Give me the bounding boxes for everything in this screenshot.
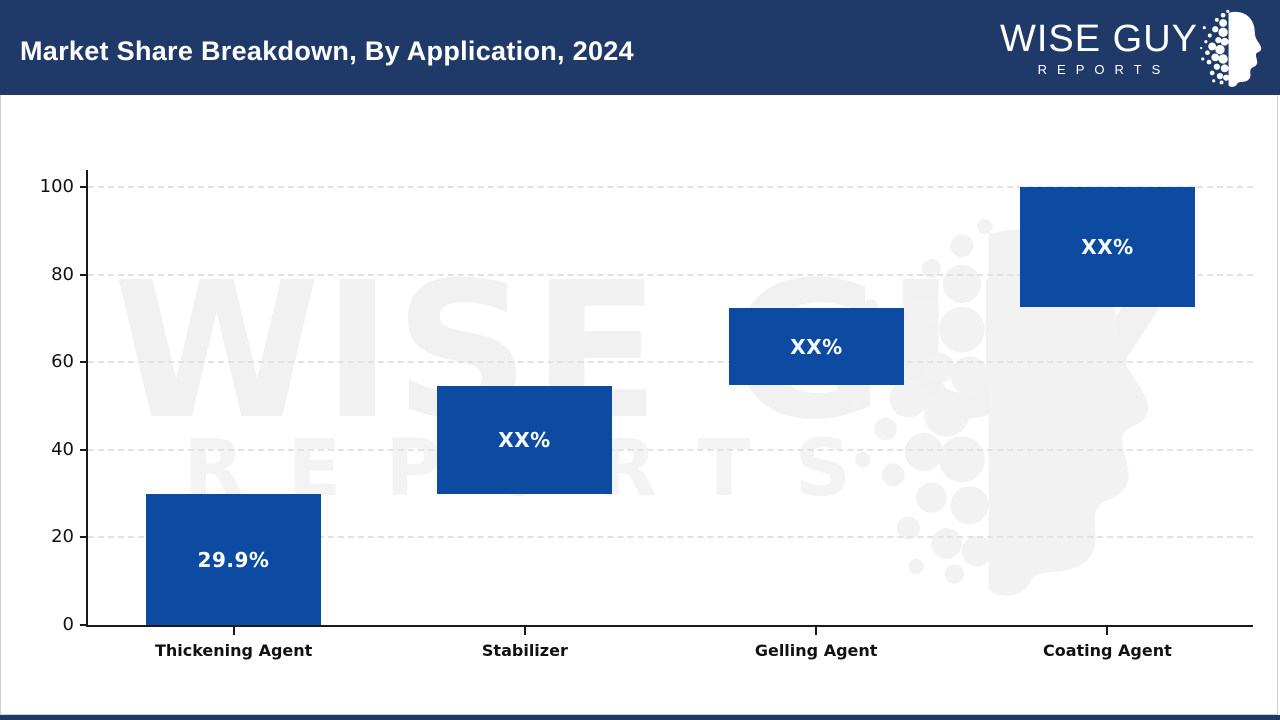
logo-text: WISE GUY REPORTS: [1000, 20, 1198, 77]
watermark-head-icon: [849, 218, 1149, 596]
logo-wordmark: WISE GUY: [999, 17, 1198, 60]
logo-head-icon: [1200, 9, 1262, 87]
wise-guy-logo: WISE GUY REPORTS: [1000, 6, 1270, 90]
page-title: Market Share Breakdown, By Application, …: [20, 36, 634, 66]
chart-canvas: WISE GUY REPORTS: [0, 95, 1278, 715]
header-banner: Market Share Breakdown, By Application, …: [0, 0, 1280, 95]
footer-bar: [0, 715, 1280, 720]
logo-subtitle: REPORTS: [1037, 61, 1171, 77]
